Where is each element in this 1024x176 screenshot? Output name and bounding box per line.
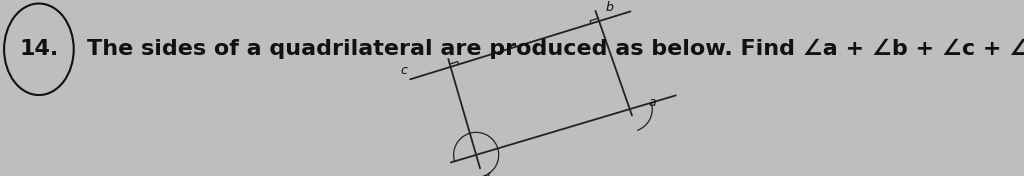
Text: a: a — [648, 96, 655, 109]
Text: The sides of a quadrilateral are produced as below. Find ∠a + ∠b + ∠c + ∠d.: The sides of a quadrilateral are produce… — [87, 39, 1024, 59]
Text: d: d — [481, 172, 489, 176]
Text: b: b — [605, 1, 613, 14]
Text: c: c — [400, 64, 408, 77]
Text: 14.: 14. — [19, 39, 58, 59]
